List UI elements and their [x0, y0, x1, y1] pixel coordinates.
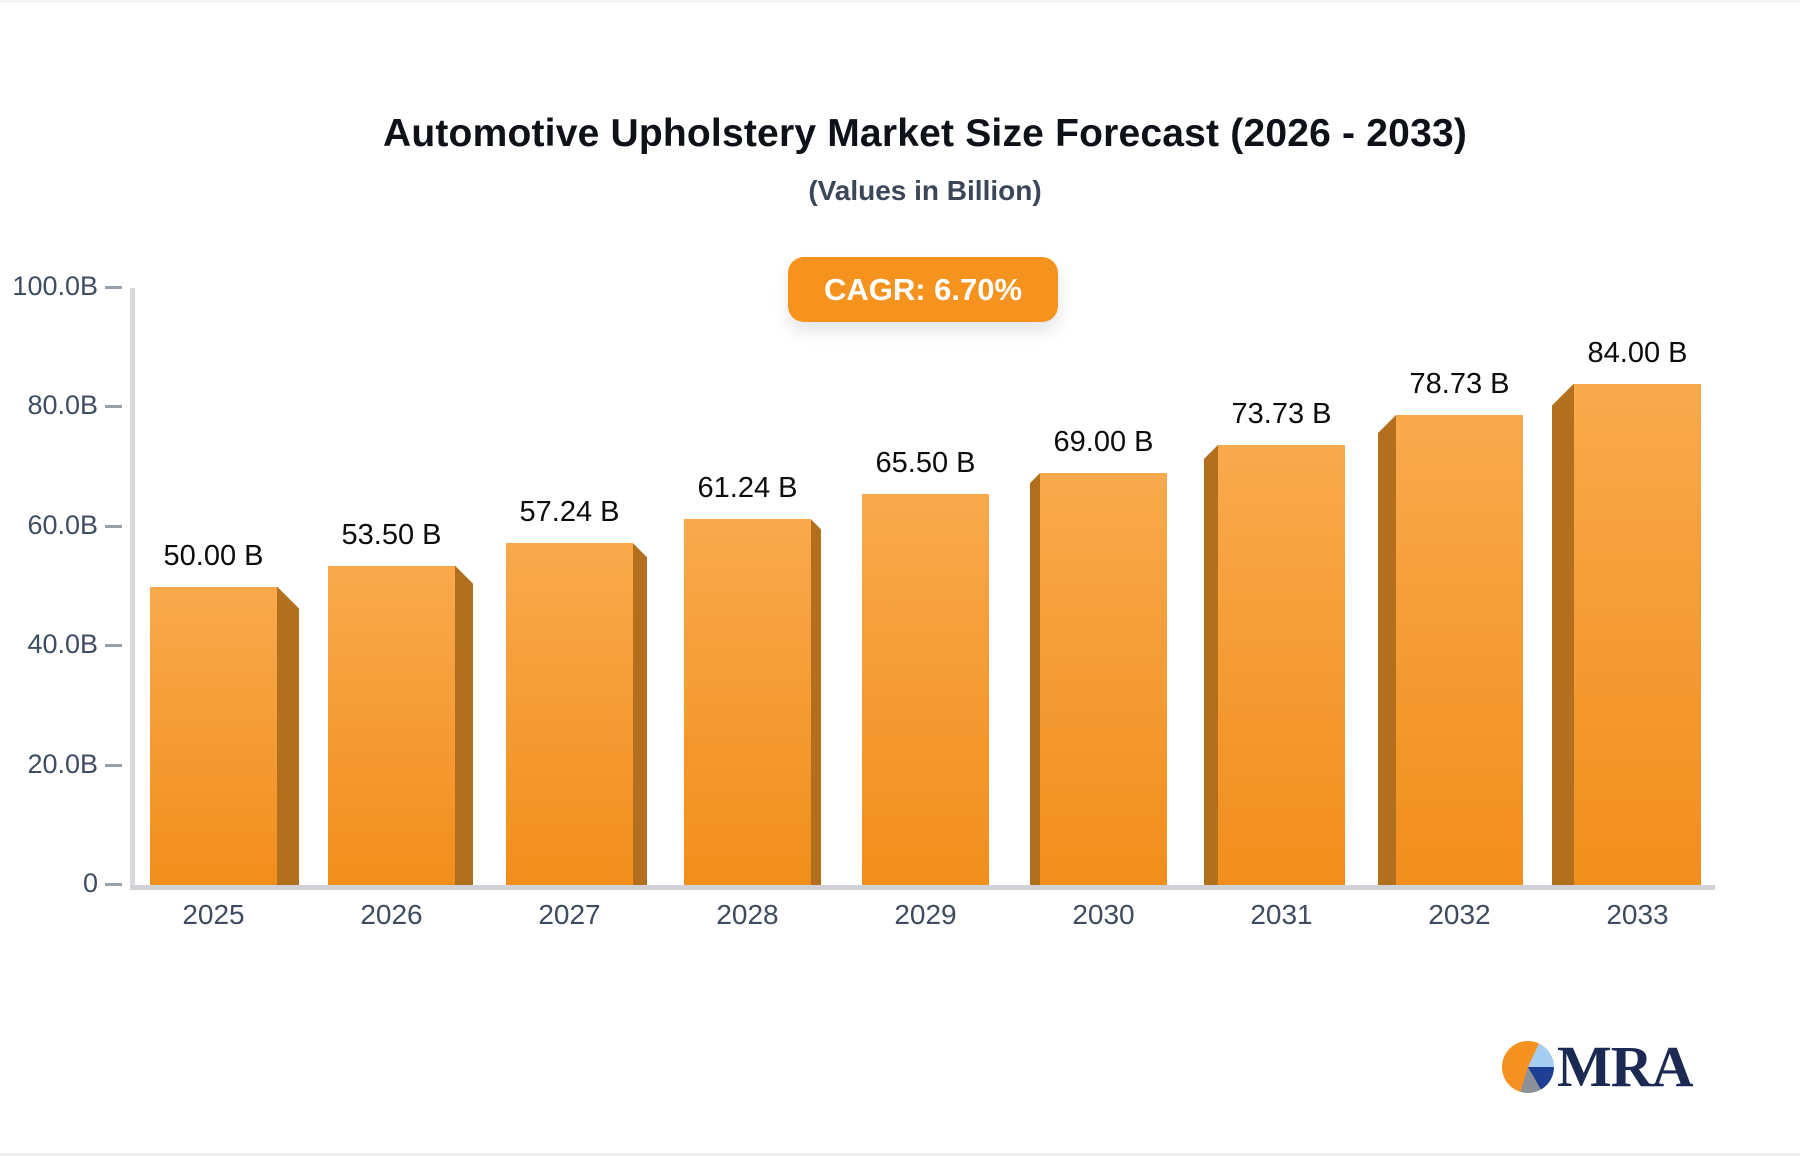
bar-2027	[506, 543, 633, 885]
x-axis-tick-label: 2028	[716, 899, 779, 930]
y-axis-tick-label: 60.0B	[27, 509, 98, 540]
bar-3d-side-2030	[1030, 473, 1040, 885]
chart-title: Automotive Upholstery Market Size Foreca…	[382, 112, 1468, 155]
y-axis-tick-mark	[105, 524, 122, 528]
pie-chart-logo-icon	[1502, 1041, 1554, 1093]
bar-2025	[150, 586, 277, 885]
cagr-badge: CAGR: 6.70%	[788, 257, 1058, 322]
bar-2031	[1218, 444, 1345, 885]
bar-2026	[328, 565, 455, 885]
y-axis-tick-mark	[105, 405, 122, 409]
bar-value-label: 50.00 B	[163, 539, 264, 572]
x-axis-tick-label: 2031	[1250, 899, 1313, 930]
bar-3d-side-2026	[455, 565, 473, 885]
y-axis-tick-mark	[105, 883, 122, 886]
bar-3d-side-2033	[1552, 383, 1574, 885]
page-top-edge	[0, 0, 1800, 3]
x-axis-tick-label: 2033	[1606, 899, 1669, 930]
page-bottom-edge	[0, 1153, 1800, 1156]
y-axis-line	[130, 288, 135, 889]
bar-value-label: 73.73 B	[1231, 397, 1332, 430]
bar-2029	[862, 493, 989, 885]
bar-3d-side-2032	[1378, 414, 1396, 885]
mra-logo: MRA	[1502, 1034, 1694, 1099]
bar-value-label: 69.00 B	[1053, 426, 1154, 459]
bar-value-label: 84.00 B	[1587, 336, 1688, 369]
y-axis-tick-label: 80.0B	[27, 390, 98, 421]
bar-2032	[1396, 414, 1523, 885]
bar-value-label: 53.50 B	[341, 518, 442, 551]
bar-value-label: 78.73 B	[1409, 367, 1510, 400]
x-axis-tick-label: 2026	[360, 899, 423, 930]
bar-3d-side-2031	[1204, 444, 1218, 885]
x-axis-tick-label: 2032	[1428, 899, 1491, 930]
y-axis-tick-label: 20.0B	[27, 748, 98, 779]
y-axis-tick-mark	[105, 286, 122, 289]
logo-text: MRA	[1557, 1034, 1694, 1099]
bar-value-label: 61.24 B	[697, 472, 798, 505]
bar-3d-side-2027	[633, 543, 647, 885]
x-axis-tick-label: 2030	[1072, 899, 1135, 930]
y-axis-tick-label: 100.0B	[12, 271, 98, 301]
x-axis-line	[130, 885, 1715, 890]
bar-3d-side-2028	[811, 519, 821, 885]
bar-2033	[1574, 383, 1701, 885]
y-axis-tick-label: 40.0B	[27, 629, 98, 660]
x-axis-tick-label: 2025	[182, 899, 245, 930]
x-axis-tick-label: 2029	[894, 899, 957, 930]
y-axis-tick-label: 0	[82, 868, 98, 898]
chart-subtitle: (Values in Billion)	[808, 175, 1042, 206]
bar-3d-side-2025	[277, 586, 299, 885]
bar-value-label: 65.50 B	[875, 446, 976, 479]
bar-value-label: 57.24 B	[519, 496, 620, 529]
bar-2028	[684, 519, 811, 885]
y-axis-tick-mark	[105, 763, 122, 767]
bar-2030	[1040, 473, 1167, 885]
y-axis-tick-mark	[105, 644, 122, 648]
x-axis-tick-label: 2027	[538, 899, 601, 930]
